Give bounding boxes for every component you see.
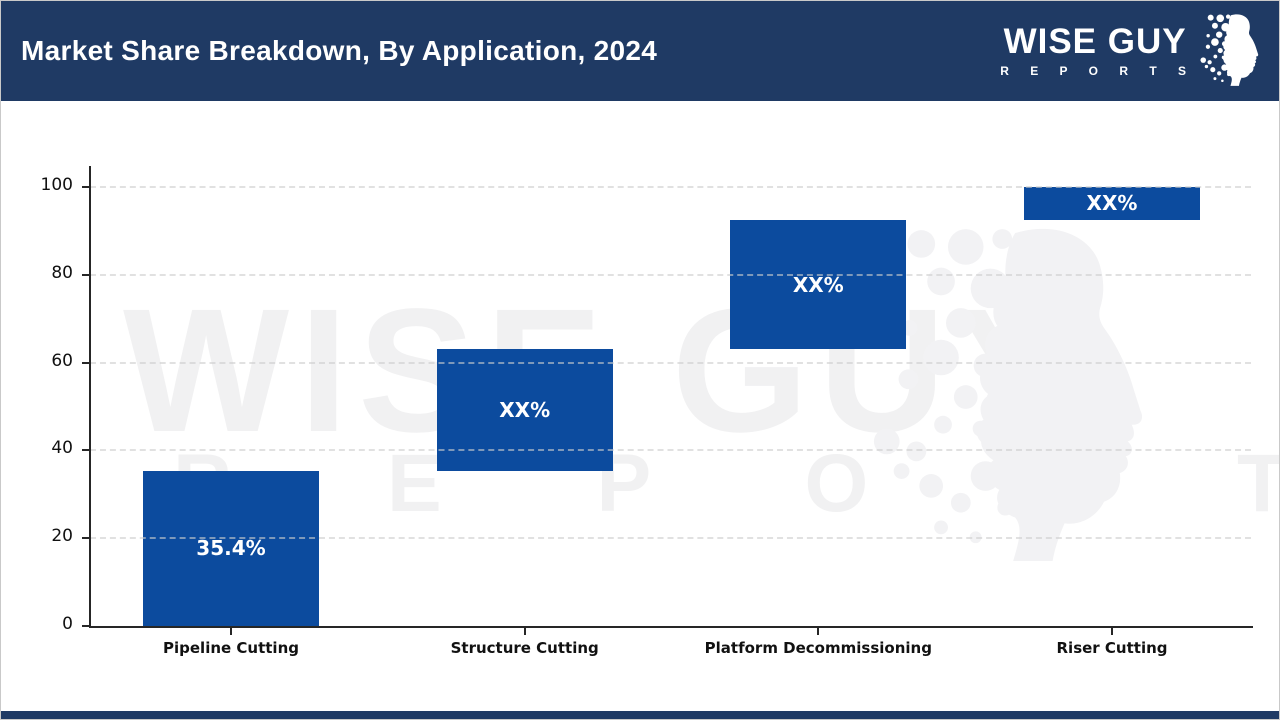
y-tick-mark <box>82 537 89 540</box>
y-tick-mark <box>82 625 89 627</box>
bar-value-label: XX% <box>499 398 551 422</box>
gridline <box>90 537 1251 540</box>
y-tick-mark <box>82 186 89 188</box>
header-bar: Market Share Breakdown, By Application, … <box>1 1 1279 101</box>
bar-segment: XX% <box>730 219 907 350</box>
bar-segment: XX% <box>436 349 613 471</box>
x-tick-mark <box>1111 628 1113 635</box>
gridline <box>90 273 1251 276</box>
x-axis-line <box>89 626 1253 628</box>
brand-subtext: R E P O R T S <box>1000 64 1195 78</box>
bar-segment: XX% <box>1024 187 1200 220</box>
gridline <box>90 186 1251 188</box>
bar-value-label: XX% <box>792 272 844 297</box>
y-tick-label: 80 <box>51 262 73 283</box>
y-tick-label: 100 <box>40 175 73 195</box>
y-axis-line <box>89 166 91 628</box>
x-category-label: Pipeline Cutting <box>163 639 299 657</box>
x-category-label: Riser Cutting <box>1056 639 1168 657</box>
x-category-label: Platform Decommissioning <box>704 639 932 657</box>
y-tick-label: 20 <box>51 526 73 547</box>
bar-value-label: 35.4% <box>196 536 266 561</box>
x-tick-mark <box>230 628 232 635</box>
footer-bar <box>1 711 1279 719</box>
brand-logo-text: WISE GUY R E P O R T S <box>995 24 1195 78</box>
x-tick-mark <box>817 628 820 635</box>
y-tick-mark <box>82 449 89 452</box>
bar-segment: 35.4% <box>143 470 319 626</box>
bar-value-label: XX% <box>1086 191 1138 216</box>
brand-wordmark: WISE GUY <box>1003 22 1187 61</box>
brand-logo: WISE GUY R E P O R T S <box>995 12 1267 90</box>
y-tick-mark <box>82 361 89 364</box>
y-tick-label: 40 <box>51 438 73 459</box>
x-category-label: Structure Cutting <box>450 639 599 657</box>
x-tick-mark <box>523 628 526 635</box>
y-tick-mark <box>82 273 89 276</box>
gridline <box>90 449 1251 452</box>
gridline <box>90 361 1251 364</box>
y-tick-label: 60 <box>51 350 73 371</box>
page-title: Market Share Breakdown, By Application, … <box>21 35 658 66</box>
dotted-head-logo-icon <box>1199 12 1267 90</box>
y-tick-label: 0 <box>62 614 73 634</box>
